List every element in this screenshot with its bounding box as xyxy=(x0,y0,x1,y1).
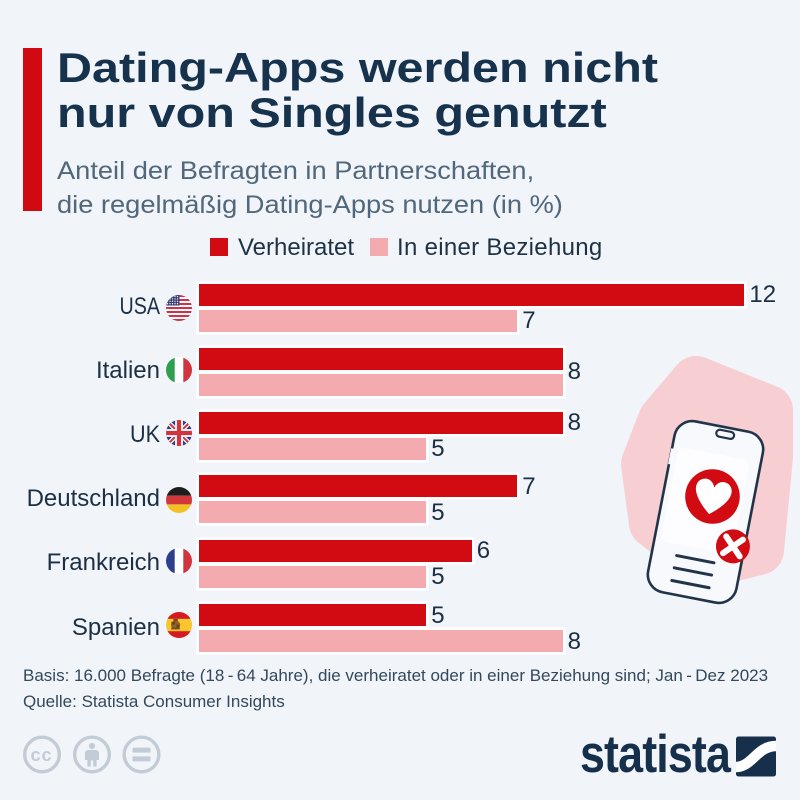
svg-text:c: c xyxy=(31,745,41,765)
svg-text:c: c xyxy=(42,745,52,765)
